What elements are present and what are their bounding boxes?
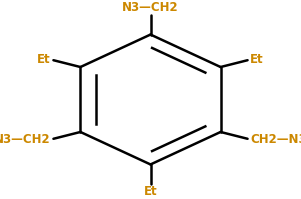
Text: N3—CH2: N3—CH2 — [0, 133, 51, 146]
Text: CH2—N3: CH2—N3 — [250, 133, 301, 146]
Text: Et: Et — [250, 53, 264, 66]
Text: N3—CH2: N3—CH2 — [122, 1, 179, 14]
Text: Et: Et — [144, 185, 157, 198]
Text: Et: Et — [37, 53, 51, 66]
